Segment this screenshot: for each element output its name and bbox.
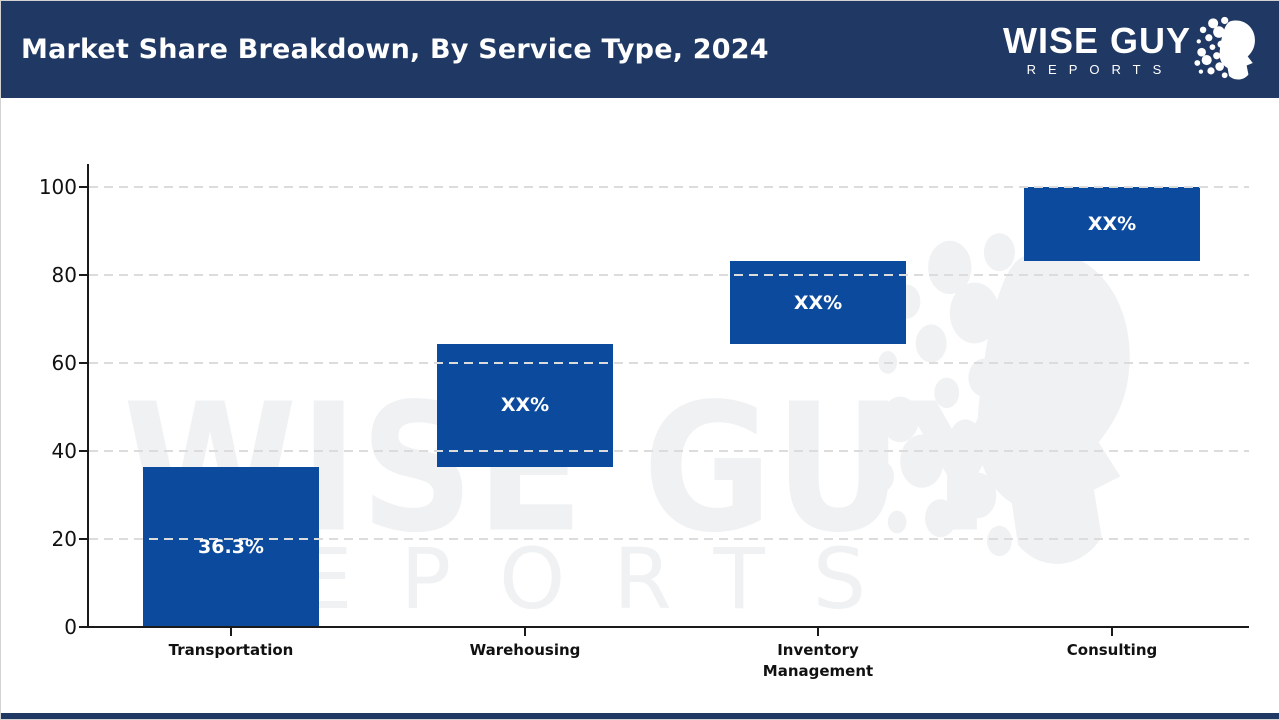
footer-band: [1, 713, 1279, 719]
market-share-bar: [437, 343, 613, 468]
chart-title: Market Share Breakdown, By Service Type,…: [21, 34, 769, 65]
plot-area: 0 20 40 60 80 100 36.3% Transportation XX% Wareho…: [1, 98, 1279, 715]
x-tick-mark: [1111, 628, 1113, 636]
gridline: [89, 274, 1249, 276]
bar-value-label: XX%: [500, 394, 550, 417]
y-tick-label: 20: [51, 527, 77, 551]
y-tick-mark: [79, 274, 88, 276]
gridline: [89, 362, 1249, 364]
category-label: Transportation: [168, 641, 294, 659]
bar-value-label: XX%: [793, 291, 843, 314]
y-tick-mark: [79, 450, 88, 452]
gridline: [89, 538, 1249, 540]
y-tick-mark: [79, 362, 88, 364]
y-tick-label: 80: [51, 263, 77, 287]
x-tick-mark: [524, 628, 526, 636]
wise-guy-reports-logo: WISE GUY REPORTS: [1003, 7, 1265, 93]
y-tick-label: 100: [38, 175, 77, 199]
market-share-bar: [143, 467, 319, 627]
category-label: Inventory Management: [762, 641, 874, 680]
category-label: Consulting: [1066, 641, 1158, 659]
y-tick-label: 0: [64, 615, 77, 639]
y-tick-label: 60: [51, 351, 77, 375]
x-tick-mark: [230, 628, 232, 636]
logo-text: WISE GUY REPORTS: [1002, 20, 1191, 78]
y-tick-mark: [79, 186, 88, 188]
header-band: Market Share Breakdown, By Service Type,…: [1, 1, 1279, 98]
y-axis-spine: [87, 164, 89, 628]
y-tick-label: 40: [51, 439, 77, 463]
bar-value-label: XX%: [1087, 213, 1137, 236]
bar-value-label: 36.3%: [198, 536, 264, 559]
logo-name: WISE GUY: [1002, 20, 1191, 61]
y-tick-mark: [79, 538, 88, 540]
x-tick-mark: [817, 628, 819, 636]
logo-subtitle: REPORTS: [1026, 62, 1174, 77]
y-tick-mark: [79, 626, 88, 628]
gridline: [89, 450, 1249, 452]
gridline: [89, 186, 1249, 188]
dotted-head-icon: [1193, 9, 1265, 91]
x-axis-spine: [87, 626, 1249, 628]
market-share-bar: [1024, 187, 1200, 262]
category-label: Warehousing: [469, 641, 581, 659]
